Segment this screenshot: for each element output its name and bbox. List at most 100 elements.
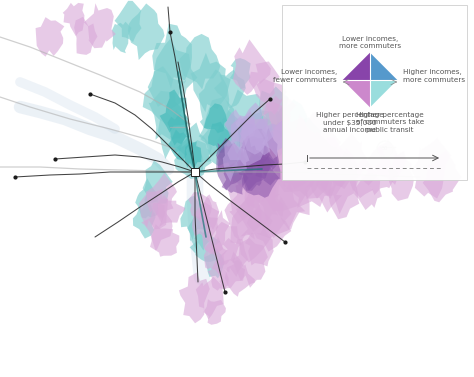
- Polygon shape: [233, 112, 272, 162]
- Polygon shape: [236, 127, 268, 172]
- Polygon shape: [112, 22, 131, 53]
- Polygon shape: [342, 80, 370, 108]
- Polygon shape: [196, 277, 224, 320]
- Polygon shape: [84, 3, 116, 48]
- Polygon shape: [128, 3, 164, 60]
- Polygon shape: [216, 122, 252, 170]
- Polygon shape: [187, 216, 210, 251]
- Polygon shape: [225, 260, 255, 297]
- Polygon shape: [236, 177, 285, 238]
- Polygon shape: [148, 38, 198, 110]
- Polygon shape: [158, 110, 187, 159]
- Polygon shape: [174, 139, 203, 179]
- Polygon shape: [167, 115, 190, 146]
- Polygon shape: [256, 171, 305, 238]
- Polygon shape: [388, 155, 414, 201]
- Polygon shape: [188, 140, 212, 177]
- Polygon shape: [255, 152, 281, 185]
- Polygon shape: [149, 91, 190, 140]
- Polygon shape: [141, 203, 173, 250]
- Polygon shape: [150, 224, 179, 257]
- Polygon shape: [237, 136, 275, 191]
- Polygon shape: [248, 118, 274, 155]
- Polygon shape: [208, 260, 228, 291]
- Polygon shape: [133, 202, 155, 239]
- Polygon shape: [190, 230, 220, 262]
- Polygon shape: [423, 150, 461, 202]
- Polygon shape: [222, 159, 248, 195]
- Polygon shape: [204, 236, 227, 274]
- Polygon shape: [245, 226, 273, 267]
- Polygon shape: [223, 139, 249, 182]
- Polygon shape: [329, 165, 359, 219]
- Polygon shape: [260, 121, 320, 211]
- Polygon shape: [259, 86, 291, 132]
- Polygon shape: [242, 129, 270, 165]
- Polygon shape: [224, 181, 261, 241]
- Polygon shape: [139, 189, 168, 229]
- Polygon shape: [152, 24, 192, 89]
- Polygon shape: [210, 222, 242, 265]
- Polygon shape: [266, 96, 297, 133]
- Polygon shape: [295, 111, 341, 169]
- Polygon shape: [237, 154, 264, 191]
- Polygon shape: [203, 299, 226, 325]
- Polygon shape: [217, 252, 245, 289]
- Bar: [191, 168, 199, 176]
- Polygon shape: [233, 40, 271, 95]
- Polygon shape: [237, 138, 259, 175]
- Polygon shape: [375, 140, 406, 185]
- Polygon shape: [199, 69, 238, 133]
- Polygon shape: [227, 115, 265, 166]
- Polygon shape: [216, 143, 245, 190]
- Text: 50: 50: [382, 147, 388, 152]
- Polygon shape: [283, 141, 334, 208]
- Text: Higher incomes,
more commuters: Higher incomes, more commuters: [403, 69, 465, 83]
- Polygon shape: [362, 145, 399, 195]
- Polygon shape: [230, 194, 273, 262]
- Polygon shape: [181, 196, 210, 241]
- Text: Lower incomes,
fewer commuters: Lower incomes, fewer commuters: [273, 69, 337, 83]
- Polygon shape: [191, 53, 231, 112]
- Polygon shape: [143, 161, 173, 205]
- Polygon shape: [315, 147, 358, 214]
- Polygon shape: [277, 121, 332, 198]
- Polygon shape: [239, 99, 306, 202]
- Polygon shape: [179, 273, 210, 323]
- Polygon shape: [254, 110, 284, 144]
- Polygon shape: [261, 120, 286, 157]
- Polygon shape: [198, 195, 219, 230]
- Polygon shape: [156, 195, 185, 227]
- Polygon shape: [354, 173, 382, 210]
- Polygon shape: [232, 238, 268, 288]
- Polygon shape: [230, 58, 251, 89]
- Polygon shape: [179, 34, 220, 89]
- Polygon shape: [199, 97, 237, 158]
- Polygon shape: [264, 163, 313, 230]
- Polygon shape: [256, 79, 286, 117]
- Polygon shape: [236, 153, 273, 208]
- Polygon shape: [284, 148, 313, 184]
- Polygon shape: [74, 17, 98, 55]
- Polygon shape: [228, 172, 255, 224]
- Polygon shape: [306, 158, 344, 213]
- Polygon shape: [309, 137, 354, 199]
- Polygon shape: [246, 189, 292, 251]
- Polygon shape: [309, 136, 337, 179]
- Polygon shape: [224, 139, 256, 185]
- Polygon shape: [276, 100, 307, 142]
- Polygon shape: [204, 103, 227, 133]
- Polygon shape: [411, 138, 451, 199]
- Polygon shape: [264, 117, 295, 157]
- Polygon shape: [268, 114, 324, 189]
- Polygon shape: [223, 89, 271, 159]
- Polygon shape: [290, 117, 327, 172]
- Polygon shape: [177, 123, 212, 167]
- Polygon shape: [168, 130, 189, 161]
- Polygon shape: [204, 248, 225, 278]
- Polygon shape: [214, 70, 246, 108]
- Polygon shape: [370, 80, 398, 108]
- Polygon shape: [219, 238, 248, 277]
- Polygon shape: [242, 156, 279, 198]
- Polygon shape: [36, 17, 64, 57]
